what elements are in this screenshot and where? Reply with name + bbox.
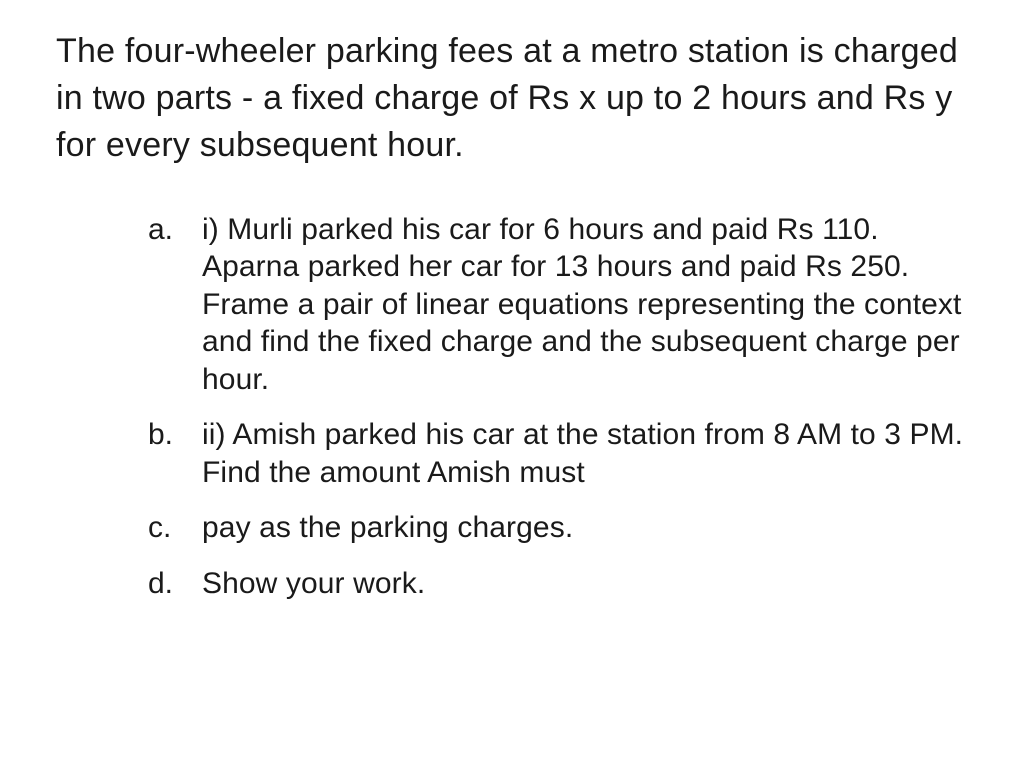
option-text: ii) Amish parked his car at the station … bbox=[202, 416, 974, 491]
option-text: pay as the parking charges. bbox=[202, 509, 573, 547]
option-text: i) Murli parked his car for 6 hours and … bbox=[202, 211, 974, 399]
option-text: Show your work. bbox=[202, 565, 425, 603]
option-marker: b. bbox=[148, 416, 202, 454]
option-item: d. Show your work. bbox=[148, 565, 974, 603]
options-list: a. i) Murli parked his car for 6 hours a… bbox=[56, 211, 974, 603]
option-marker: d. bbox=[148, 565, 202, 603]
question-stem: The four-wheeler parking fees at a metro… bbox=[56, 28, 974, 169]
option-marker: a. bbox=[148, 211, 202, 249]
option-marker: c. bbox=[148, 509, 202, 547]
option-item: a. i) Murli parked his car for 6 hours a… bbox=[148, 211, 974, 399]
option-item: c. pay as the parking charges. bbox=[148, 509, 974, 547]
option-item: b. ii) Amish parked his car at the stati… bbox=[148, 416, 974, 491]
